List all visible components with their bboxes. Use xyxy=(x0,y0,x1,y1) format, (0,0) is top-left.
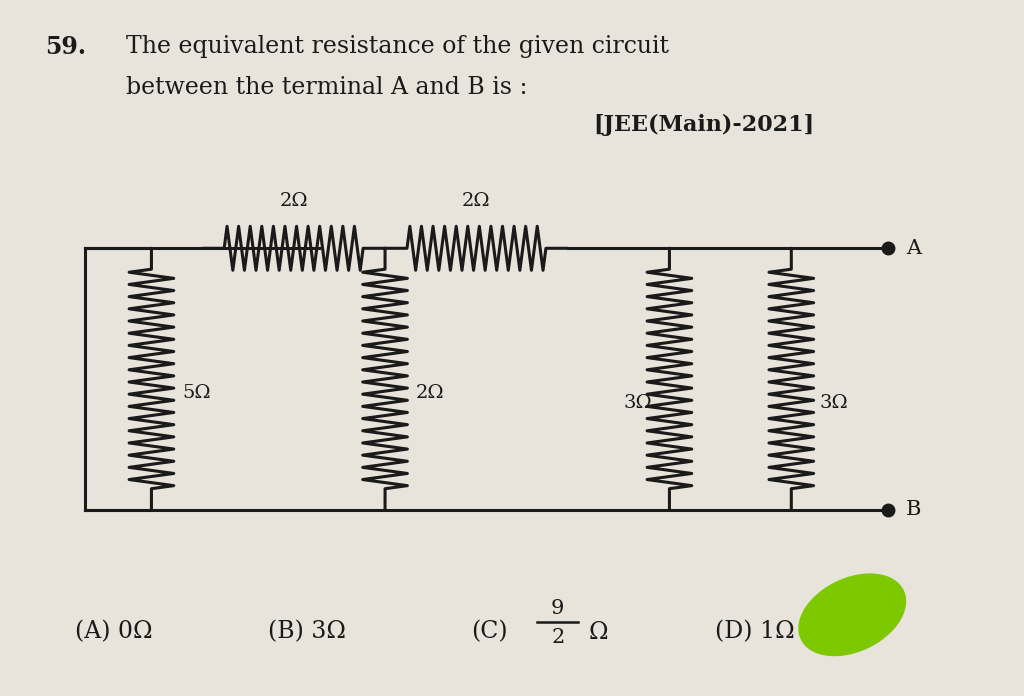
Text: 2Ω: 2Ω xyxy=(280,193,308,210)
Text: (D) 1Ω: (D) 1Ω xyxy=(715,621,795,644)
Text: 3Ω: 3Ω xyxy=(820,394,849,412)
Text: 2Ω: 2Ω xyxy=(416,383,444,402)
Text: 2Ω: 2Ω xyxy=(462,193,490,210)
Text: (C): (C) xyxy=(471,621,508,644)
Text: between the terminal A and B is :: between the terminal A and B is : xyxy=(126,77,527,100)
Polygon shape xyxy=(799,574,905,656)
Text: 9: 9 xyxy=(551,599,564,617)
Text: 59.: 59. xyxy=(45,35,86,59)
Text: (A) 0Ω: (A) 0Ω xyxy=(75,621,153,644)
Text: (B) 3Ω: (B) 3Ω xyxy=(268,621,346,644)
Text: A: A xyxy=(906,239,922,258)
Text: The equivalent resistance of the given circuit: The equivalent resistance of the given c… xyxy=(126,35,669,58)
Text: Ω: Ω xyxy=(588,621,608,644)
Text: 2: 2 xyxy=(551,628,564,647)
Text: [JEE(Main)-2021]: [JEE(Main)-2021] xyxy=(593,114,814,136)
Text: B: B xyxy=(906,500,922,519)
Text: 5Ω: 5Ω xyxy=(182,383,211,402)
Text: 3Ω: 3Ω xyxy=(624,394,652,412)
